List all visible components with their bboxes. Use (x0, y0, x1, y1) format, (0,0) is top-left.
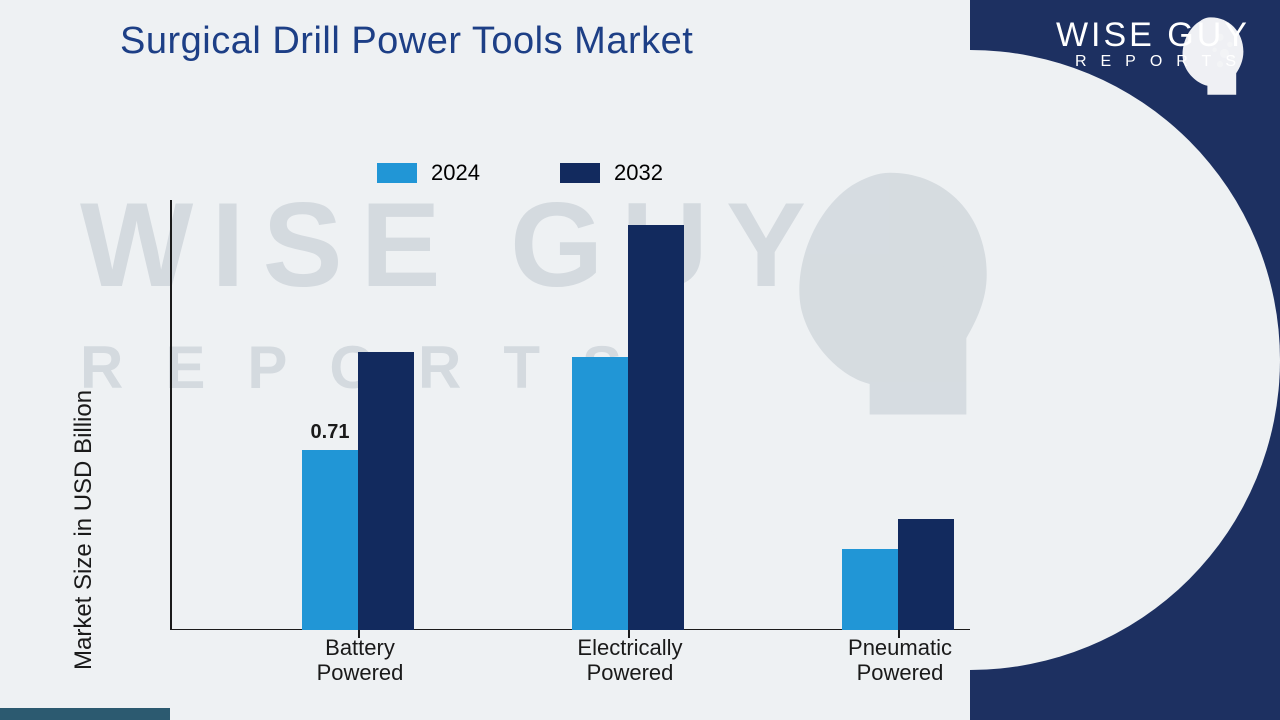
legend-item-2032: 2032 (560, 160, 663, 186)
category-label: ElectricallyPowered (530, 635, 730, 686)
legend-label-2024: 2024 (431, 160, 480, 186)
stage: WISE GUY REPORTS Surgical Drill Power To… (0, 0, 1280, 720)
bar-2032 (898, 519, 954, 630)
legend: 2024 2032 (60, 160, 980, 186)
legend-label-2032: 2032 (614, 160, 663, 186)
y-axis-label: Market Size in USD Billion (70, 390, 98, 670)
bar-2024 (572, 357, 628, 630)
y-axis-line (170, 200, 172, 630)
chart-area: Market Size in USD Billion 2024 2032 0.7… (60, 150, 980, 690)
bar-2024 (842, 549, 898, 630)
legend-swatch-2032 (560, 163, 600, 183)
legend-swatch-2024 (377, 163, 417, 183)
brand-logo: WISE GUY REPORTS (1056, 18, 1250, 70)
plot-region: 0.71 (170, 200, 970, 630)
bar-2032 (628, 225, 684, 630)
footer-accent-bar (0, 708, 170, 720)
legend-item-2024: 2024 (377, 160, 480, 186)
page-title: Surgical Drill Power Tools Market (120, 20, 693, 63)
brand-line2: REPORTS (1056, 54, 1250, 70)
bar-value-label: 0.71 (311, 421, 350, 444)
bar-2032 (358, 352, 414, 630)
category-label: BatteryPowered (260, 635, 460, 686)
brand-line1: WISE GUY (1056, 18, 1250, 52)
bar-2024 (302, 450, 358, 630)
category-label: PneumaticPowered (800, 635, 1000, 686)
